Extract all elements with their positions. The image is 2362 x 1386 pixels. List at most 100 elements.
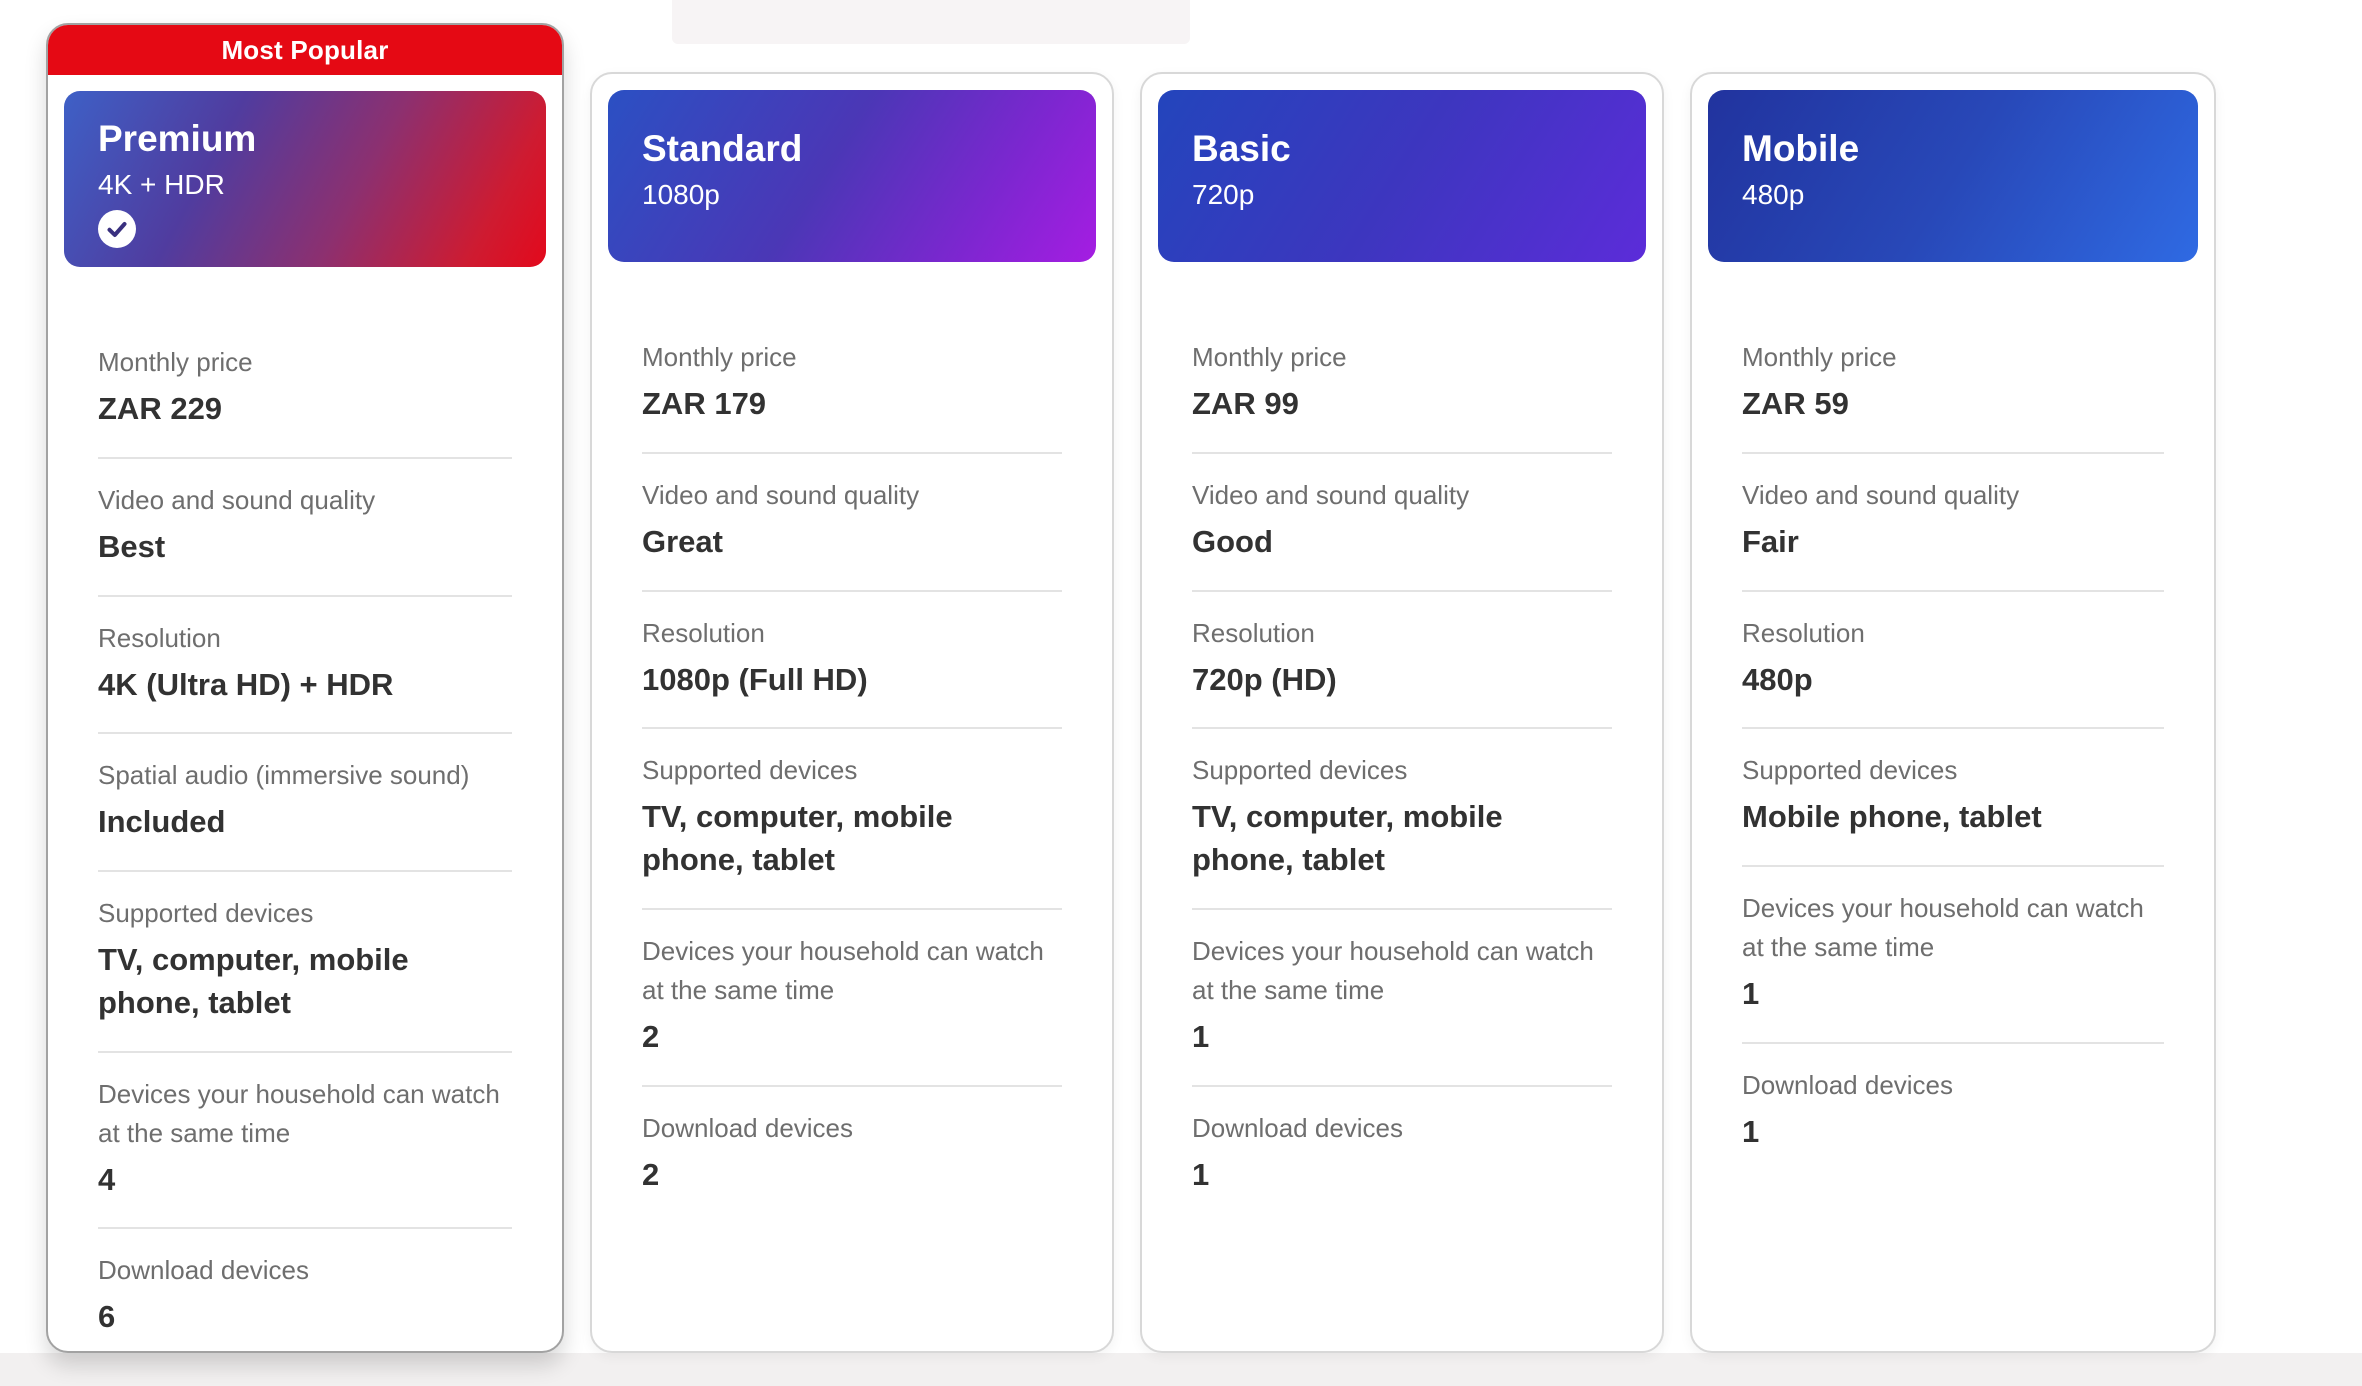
plan-title: Premium: [98, 118, 257, 159]
feature-value: Good: [1192, 523, 1273, 559]
feature-label: Download devices: [642, 1112, 854, 1143]
feature-row: Spatial audio (immersive sound) Included: [98, 734, 512, 873]
feature-value: Mobile phone, tablet: [1742, 799, 2042, 835]
feature-row: Download devices 1: [1192, 1087, 1612, 1223]
feature-row: Devices your household can watch at the …: [98, 1053, 512, 1230]
page-bottom-strip: [0, 1353, 2362, 1386]
feature-label: Supported devices: [98, 898, 314, 929]
feature-row: Monthly price ZAR 59: [1742, 316, 2164, 454]
feature-value: ZAR 229: [98, 391, 223, 426]
feature-label: Monthly price: [1192, 342, 1347, 372]
feature-row: Supported devices TV, computer, mobile p…: [642, 729, 1062, 910]
feature-value: 1: [1192, 1018, 1210, 1054]
feature-row: Download devices 1: [1742, 1044, 2164, 1180]
plan-subtitle: 480p: [1742, 178, 1805, 210]
feature-row: Download devices 2: [642, 1087, 1062, 1223]
feature-row: Video and sound quality Fair: [1742, 454, 2164, 592]
feature-row: Resolution 480p: [1742, 592, 2164, 730]
feature-label: Supported devices: [642, 755, 858, 786]
feature-value: 720p (HD): [1192, 661, 1337, 697]
feature-value: ZAR 99: [1192, 386, 1299, 421]
plan-details: Monthly price ZAR 179 Video and sound qu…: [592, 278, 1112, 1222]
feature-label: Download devices: [1742, 1069, 1954, 1100]
feature-label: Download devices: [98, 1255, 310, 1286]
feature-row: Resolution 4K (Ultra HD) + HDR: [98, 597, 512, 735]
feature-value: TV, computer, mobile phone, tablet: [642, 799, 953, 878]
feature-value: ZAR 179: [642, 386, 767, 421]
plan-subtitle: 720p: [1192, 178, 1255, 210]
feature-value: 2: [642, 1018, 660, 1054]
plan-card-standard[interactable]: Standard 1080p Monthly price ZAR 179 Vid…: [590, 72, 1114, 1353]
feature-value: 1080p (Full HD): [642, 661, 868, 697]
most-popular-banner: Most Popular: [48, 25, 562, 75]
feature-label: Video and sound quality: [1742, 479, 2020, 510]
feature-row: Supported devices TV, computer, mobile p…: [1192, 729, 1612, 910]
plan-card-basic[interactable]: Basic 720p Monthly price ZAR 99 Video an…: [1140, 72, 1664, 1353]
feature-row: Video and sound quality Best: [98, 459, 512, 597]
feature-value: 1: [1742, 976, 1760, 1012]
faded-header-artifact: [672, 0, 1190, 44]
feature-label: Resolution: [1742, 617, 1865, 648]
feature-value: 1: [1192, 1156, 1210, 1192]
feature-row: Download devices 6: [98, 1229, 512, 1351]
feature-row: Resolution 720p (HD): [1192, 592, 1612, 730]
feature-row: Monthly price ZAR 229: [98, 321, 512, 459]
feature-row: Resolution 1080p (Full HD): [642, 592, 1062, 730]
feature-label: Download devices: [1192, 1112, 1404, 1143]
feature-label: Video and sound quality: [98, 484, 376, 515]
feature-value: Included: [98, 804, 226, 840]
feature-label: Supported devices: [1742, 755, 1958, 786]
feature-row: Devices your household can watch at the …: [642, 910, 1062, 1087]
feature-value: TV, computer, mobile phone, tablet: [1192, 799, 1503, 878]
feature-label: Resolution: [1192, 617, 1315, 648]
feature-row: Monthly price ZAR 99: [1192, 316, 1612, 454]
feature-value: 2: [642, 1156, 660, 1192]
plan-header-premium: Premium 4K + HDR: [64, 91, 546, 267]
plan-title: Basic: [1192, 128, 1291, 169]
feature-label: Resolution: [98, 622, 221, 653]
plan-header-basic: Basic 720p: [1158, 90, 1646, 262]
feature-row: Monthly price ZAR 179: [642, 316, 1062, 454]
plan-title: Mobile: [1742, 128, 1860, 169]
plan-card-premium[interactable]: Most Popular Premium 4K + HDR Monthly pr…: [46, 23, 564, 1353]
feature-value: 1: [1742, 1113, 1760, 1149]
feature-value: 4: [98, 1161, 116, 1197]
feature-label: Video and sound quality: [642, 479, 920, 510]
feature-row: Devices your household can watch at the …: [1192, 910, 1612, 1087]
feature-value: 6: [98, 1299, 116, 1335]
feature-row: Video and sound quality Good: [1192, 454, 1612, 592]
plan-details: Monthly price ZAR 59 Video and sound qua…: [1692, 278, 2214, 1180]
plan-subtitle: 1080p: [642, 178, 720, 210]
feature-row: Video and sound quality Great: [642, 454, 1062, 592]
selected-check-icon: [98, 210, 136, 249]
feature-value: ZAR 59: [1742, 386, 1849, 421]
plan-details: Monthly price ZAR 99 Video and sound qua…: [1142, 278, 1662, 1222]
plan-header-mobile: Mobile 480p: [1708, 90, 2198, 262]
feature-label: Monthly price: [98, 347, 253, 377]
feature-value: Great: [642, 523, 723, 559]
feature-label: Spatial audio (immersive sound): [98, 760, 470, 791]
feature-label: Devices your household can watch at the …: [1192, 935, 1594, 1005]
feature-label: Monthly price: [1742, 342, 1897, 372]
feature-value: TV, computer, mobile phone, tablet: [98, 942, 409, 1020]
feature-value: Fair: [1742, 523, 1799, 559]
feature-label: Supported devices: [1192, 755, 1408, 786]
feature-value: Best: [98, 528, 166, 564]
plan-card-mobile[interactable]: Mobile 480p Monthly price ZAR 59 Video a…: [1690, 72, 2216, 1353]
feature-label: Devices your household can watch at the …: [98, 1078, 500, 1148]
feature-label: Video and sound quality: [1192, 479, 1470, 510]
plan-title: Standard: [642, 128, 803, 169]
feature-label: Devices your household can watch at the …: [1742, 893, 2144, 963]
feature-label: Devices your household can watch at the …: [642, 935, 1044, 1005]
feature-value: 480p: [1742, 661, 1813, 697]
feature-row: Devices your household can watch at the …: [1742, 867, 2164, 1044]
feature-value: 4K (Ultra HD) + HDR: [98, 666, 394, 702]
feature-label: Monthly price: [642, 342, 797, 372]
feature-row: Supported devices TV, computer, mobile p…: [98, 872, 512, 1053]
plan-subtitle: 4K + HDR: [98, 168, 225, 200]
plan-details: Monthly price ZAR 229 Video and sound qu…: [48, 283, 562, 1351]
most-popular-label: Most Popular: [221, 34, 389, 65]
feature-label: Resolution: [642, 617, 765, 648]
feature-row: Supported devices Mobile phone, tablet: [1742, 729, 2164, 868]
